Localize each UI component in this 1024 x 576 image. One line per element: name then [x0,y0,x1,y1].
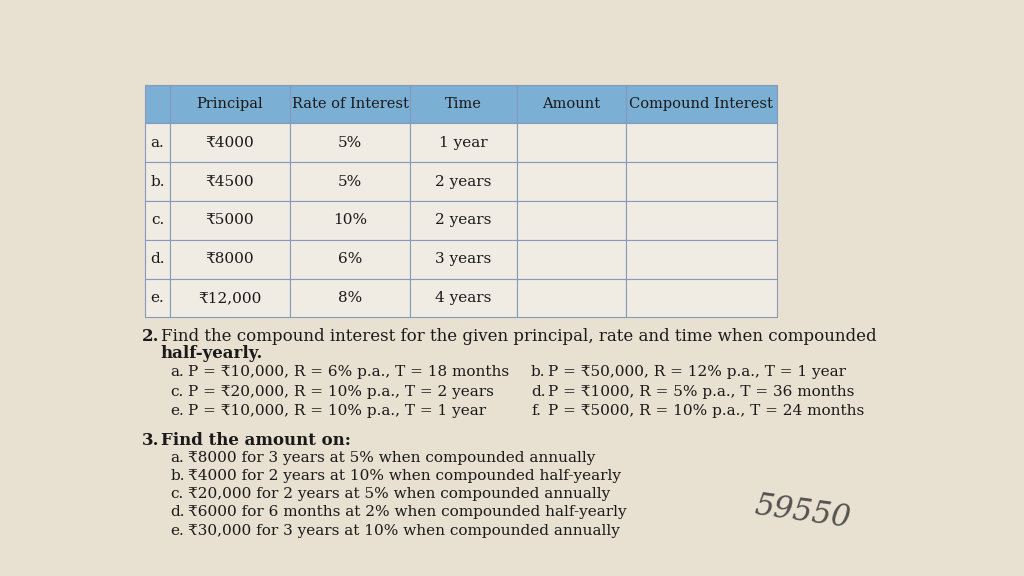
Bar [170,162,290,201]
Text: P = ₹10,000, R = 6% p.a., T = 18 months: P = ₹10,000, R = 6% p.a., T = 18 months [187,365,509,379]
Text: a.: a. [171,365,184,379]
Text: Find the compound interest for the given principal, rate and time when compounde: Find the compound interest for the given… [161,328,877,344]
Bar [410,123,517,162]
Bar [626,85,776,123]
Text: P = ₹5000, R = 10% p.a., T = 24 months: P = ₹5000, R = 10% p.a., T = 24 months [548,404,864,418]
Bar [410,85,517,123]
Text: 8%: 8% [338,291,362,305]
Text: ₹12,000: ₹12,000 [199,291,261,305]
Text: half-yearly.: half-yearly. [161,345,263,362]
Bar [626,201,776,240]
Text: 1 year: 1 year [439,136,487,150]
Bar [517,123,626,162]
Bar [145,240,170,279]
Bar [517,279,626,317]
Text: ₹8000: ₹8000 [206,252,254,266]
Text: ₹4500: ₹4500 [206,175,254,189]
Bar [145,279,170,317]
Bar [145,85,170,123]
Text: Time: Time [445,97,482,111]
Bar [410,279,517,317]
Text: Principal: Principal [197,97,263,111]
Bar [145,123,170,162]
Bar [290,123,410,162]
Bar [290,240,410,279]
Bar [290,279,410,317]
Text: 59550: 59550 [752,490,852,535]
Bar [410,201,517,240]
Text: b.: b. [151,175,165,189]
Bar [290,85,410,123]
Bar [145,162,170,201]
Bar [170,279,290,317]
Text: 2 years: 2 years [435,214,492,228]
Text: 10%: 10% [333,214,367,228]
Bar [626,162,776,201]
Text: ₹5000: ₹5000 [206,214,254,228]
Text: c.: c. [171,385,184,399]
Bar [626,240,776,279]
Bar [410,162,517,201]
Bar [290,162,410,201]
Text: ₹4000 for 2 years at 10% when compounded half-yearly: ₹4000 for 2 years at 10% when compounded… [187,469,621,483]
Text: f.: f. [531,404,541,418]
Bar [170,85,290,123]
Text: d.: d. [531,385,546,399]
Text: P = ₹10,000, R = 10% p.a., T = 1 year: P = ₹10,000, R = 10% p.a., T = 1 year [187,404,485,418]
Text: b.: b. [171,469,185,483]
Text: e.: e. [151,291,164,305]
Bar [145,201,170,240]
Text: e.: e. [171,404,184,418]
Bar [517,162,626,201]
Bar [170,240,290,279]
Text: 2.: 2. [142,328,160,344]
Bar [517,85,626,123]
Text: 4 years: 4 years [435,291,492,305]
Text: a.: a. [151,136,164,150]
Bar [626,123,776,162]
Bar [410,240,517,279]
Text: 5%: 5% [338,136,362,150]
Text: d.: d. [151,252,165,266]
Text: ₹8000 for 3 years at 5% when compounded annually: ₹8000 for 3 years at 5% when compounded … [187,450,595,465]
Text: P = ₹50,000, R = 12% p.a., T = 1 year: P = ₹50,000, R = 12% p.a., T = 1 year [548,365,846,379]
Text: 6%: 6% [338,252,362,266]
Text: 5%: 5% [338,175,362,189]
Text: e.: e. [171,524,184,538]
Text: ₹4000: ₹4000 [206,136,254,150]
Bar [517,240,626,279]
Bar [517,201,626,240]
Bar [290,201,410,240]
Text: b.: b. [531,365,546,379]
Text: Find the amount on:: Find the amount on: [161,432,350,449]
Text: 2 years: 2 years [435,175,492,189]
Bar [626,279,776,317]
Text: c.: c. [171,487,184,501]
Text: P = ₹1000, R = 5% p.a., T = 36 months: P = ₹1000, R = 5% p.a., T = 36 months [548,385,854,399]
Bar [170,123,290,162]
Text: ₹20,000 for 2 years at 5% when compounded annually: ₹20,000 for 2 years at 5% when compounde… [187,487,610,501]
Text: 3 years: 3 years [435,252,492,266]
Text: Rate of Interest: Rate of Interest [292,97,409,111]
Text: P = ₹20,000, R = 10% p.a., T = 2 years: P = ₹20,000, R = 10% p.a., T = 2 years [187,385,494,399]
Text: Compound Interest: Compound Interest [629,97,773,111]
Text: c.: c. [151,214,164,228]
Text: 3.: 3. [142,432,160,449]
Text: d.: d. [171,506,185,520]
Text: Amount: Amount [543,97,600,111]
Text: a.: a. [171,450,184,465]
Bar [170,201,290,240]
Text: ₹30,000 for 3 years at 10% when compounded annually: ₹30,000 for 3 years at 10% when compound… [187,524,620,538]
Text: ₹6000 for 6 months at 2% when compounded half-yearly: ₹6000 for 6 months at 2% when compounded… [187,506,627,520]
